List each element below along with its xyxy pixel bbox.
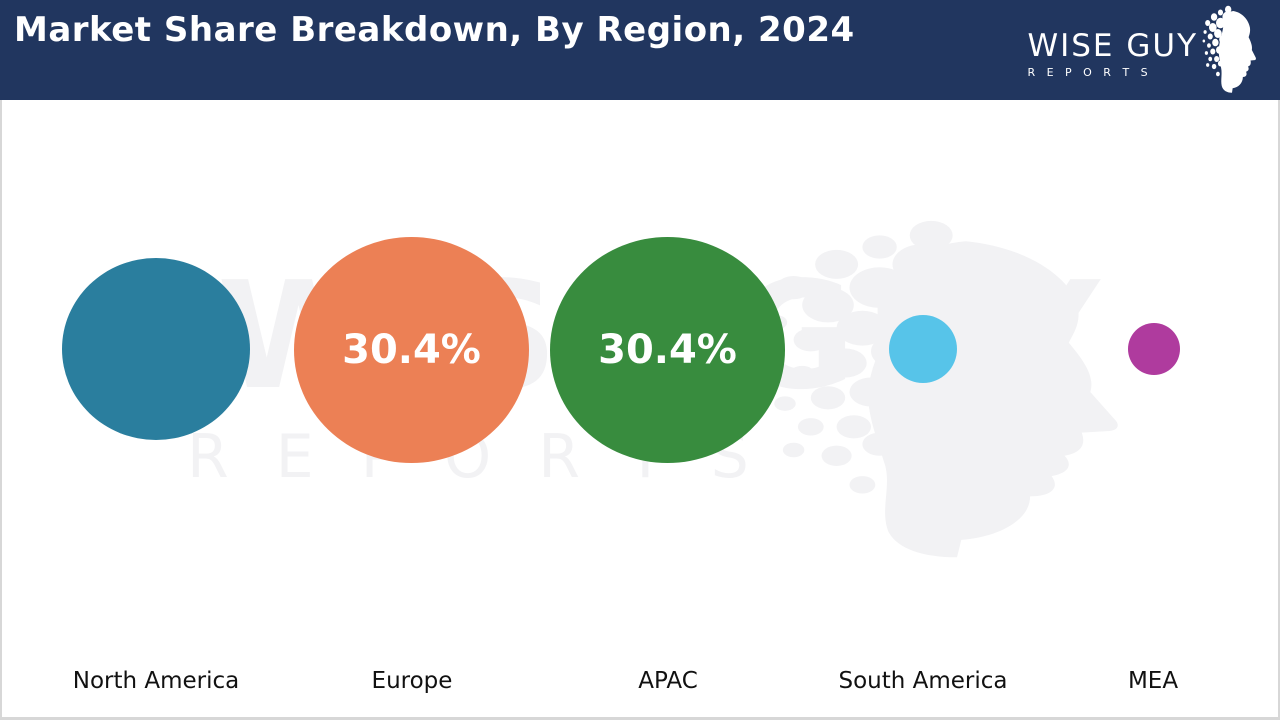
bubble-europe: 30.4% (294, 237, 529, 463)
logo-text: WISE GUY R E P O R T S (1027, 28, 1198, 79)
bubble-mea (1128, 323, 1180, 375)
category-label-europe: Europe (371, 668, 453, 694)
watermark-head-profile-icon (759, 220, 1118, 558)
chart-area: WISE GUY R E P O R T S 30.4% 30.4% North… (0, 100, 1280, 720)
page-title: Market Share Breakdown, By Region, 2024 (14, 10, 855, 50)
bubble-value-label: 30.4% (598, 327, 737, 373)
bubble-apac: 30.4% (550, 237, 785, 463)
category-label-mea: MEA (1127, 668, 1179, 694)
header-bar: Market Share Breakdown, By Region, 2024 … (0, 0, 1280, 100)
bubble-south-america (889, 315, 957, 383)
bubble-north-america (62, 258, 250, 440)
logo-sub-text: R E P O R T S (1027, 65, 1152, 79)
wise-guy-logo: WISE GUY R E P O R T S (1027, 4, 1264, 96)
logo-name-text: WISE GUY (1027, 27, 1198, 64)
category-label-apac: APAC (638, 668, 698, 694)
category-label-south-america: South America (838, 668, 1008, 694)
category-label-north-america: North America (72, 668, 240, 694)
bubble-value-label: 30.4% (342, 327, 481, 373)
head-profile-icon (1202, 5, 1256, 93)
